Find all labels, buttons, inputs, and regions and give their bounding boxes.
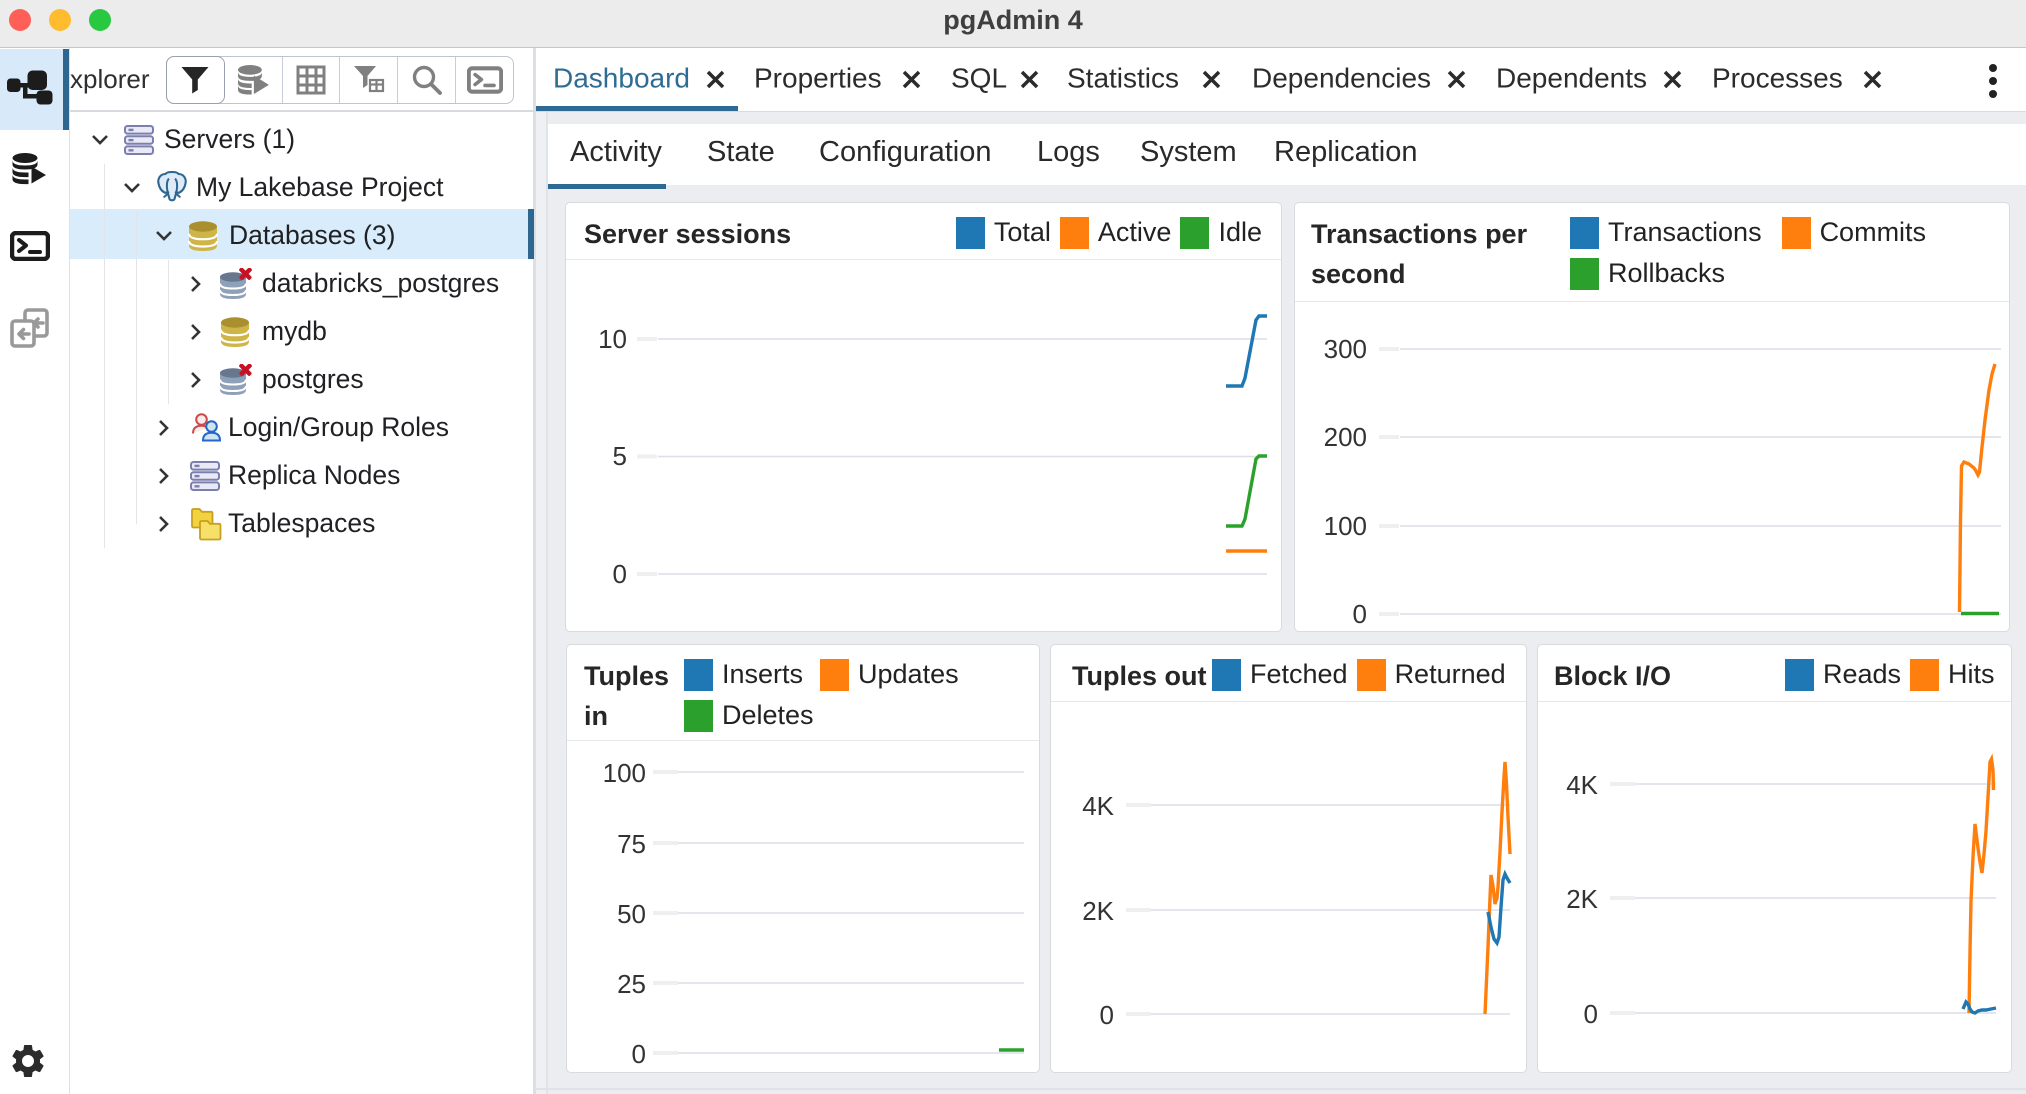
svg-text:0: 0 bbox=[613, 559, 627, 589]
svg-text:50: 50 bbox=[617, 899, 646, 929]
svg-text:0: 0 bbox=[1353, 599, 1367, 629]
svg-text:0: 0 bbox=[1100, 1000, 1114, 1030]
svg-text:200: 200 bbox=[1324, 422, 1367, 452]
svg-text:5: 5 bbox=[613, 441, 627, 471]
svg-text:100: 100 bbox=[1324, 511, 1367, 541]
svg-text:75: 75 bbox=[617, 829, 646, 859]
svg-text:0: 0 bbox=[632, 1039, 646, 1069]
svg-text:2K: 2K bbox=[1566, 884, 1598, 914]
svg-text:100: 100 bbox=[603, 758, 646, 788]
svg-text:4K: 4K bbox=[1082, 791, 1114, 821]
svg-text:4K: 4K bbox=[1566, 770, 1598, 800]
svg-text:2K: 2K bbox=[1082, 896, 1114, 926]
svg-text:10: 10 bbox=[598, 324, 627, 354]
svg-text:300: 300 bbox=[1324, 334, 1367, 364]
svg-text:25: 25 bbox=[617, 969, 646, 999]
svg-text:0: 0 bbox=[1584, 999, 1598, 1029]
